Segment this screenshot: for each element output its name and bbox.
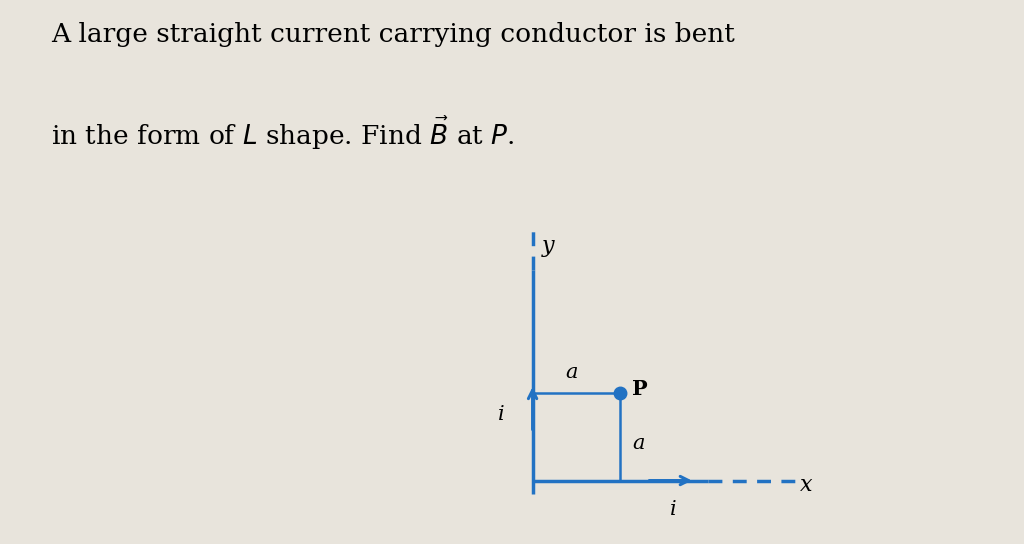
Text: y: y [542,235,554,257]
Text: x: x [800,474,812,496]
Text: a: a [565,363,579,382]
Text: in the form of $L$ shape. Find $\vec{B}$ at $P$.: in the form of $L$ shape. Find $\vec{B}$… [51,114,515,152]
Text: a: a [633,434,645,453]
Text: A large straight current carrying conductor is bent: A large straight current carrying conduc… [51,22,735,47]
Text: i: i [670,500,676,519]
Text: i: i [498,405,505,424]
Text: P: P [633,379,648,399]
